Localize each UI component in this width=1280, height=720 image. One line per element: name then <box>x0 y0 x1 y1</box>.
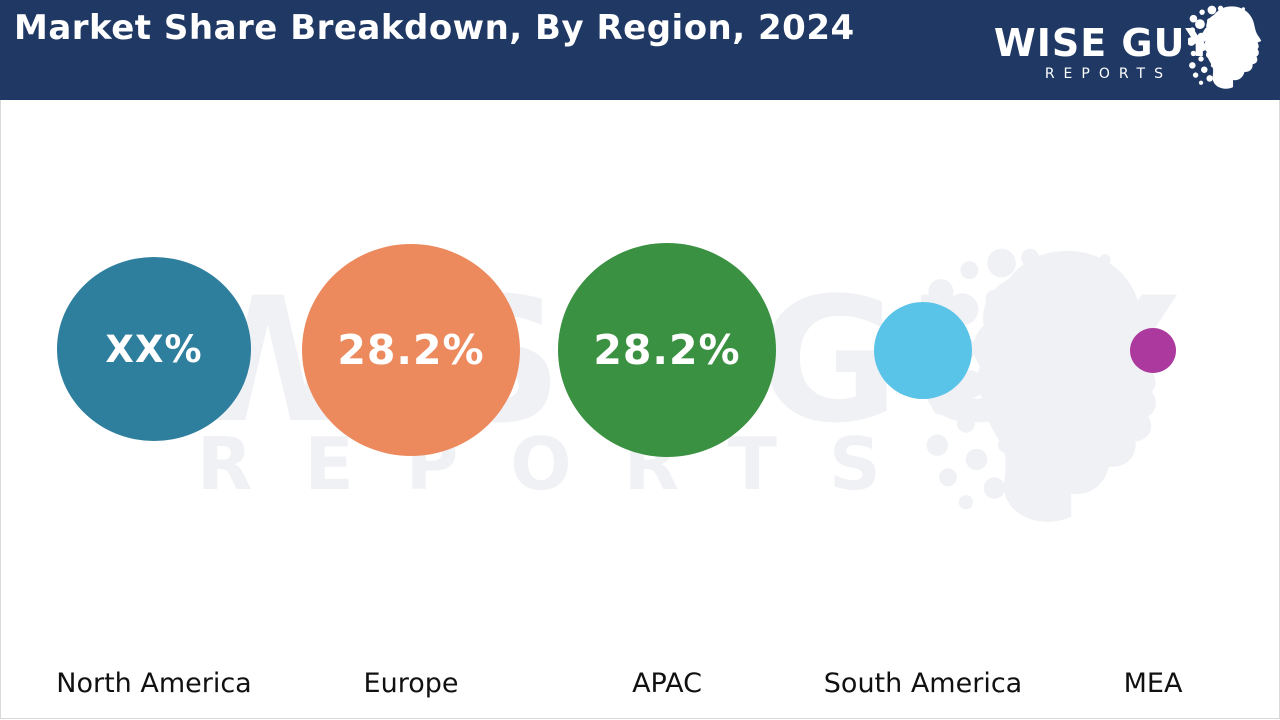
category-label-south-america: South America <box>823 668 1023 699</box>
bubble-apac: 28.2% <box>558 243 776 457</box>
brand-wordmark: WISE GUY REPORTS <box>993 21 1214 82</box>
brand-subtext: REPORTS <box>1044 65 1172 82</box>
category-label-north-america: North America <box>56 668 252 699</box>
bubble-north-america: XX% <box>57 257 251 441</box>
chart-area: WISE GUY REPORTS XX%28.2%28.2% North Ame… <box>0 100 1280 719</box>
bubble-value-label: 28.2% <box>593 326 741 374</box>
brand-name: WISE GUY <box>993 21 1214 66</box>
header: Market Share Breakdown, By Region, 2024 … <box>0 0 1280 100</box>
category-label-apac: APAC <box>632 668 702 699</box>
page-title: Market Share Breakdown, By Region, 2024 <box>14 8 855 48</box>
category-label-mea: MEA <box>1123 668 1183 699</box>
bubble-value-label: XX% <box>105 327 203 371</box>
category-labels: North America Europe APAC South America MEA <box>1 100 1279 718</box>
head-logo-icon <box>1188 5 1262 89</box>
bubble-chart: XX% 28.2% 28.2% <box>1 100 1279 718</box>
category-label-europe: Europe <box>363 668 459 699</box>
brand-logo: WISE GUY REPORTS <box>994 4 1264 92</box>
bubble-europe: 28.2% <box>302 244 520 456</box>
bubble-value-label: 28.2% <box>337 326 485 374</box>
